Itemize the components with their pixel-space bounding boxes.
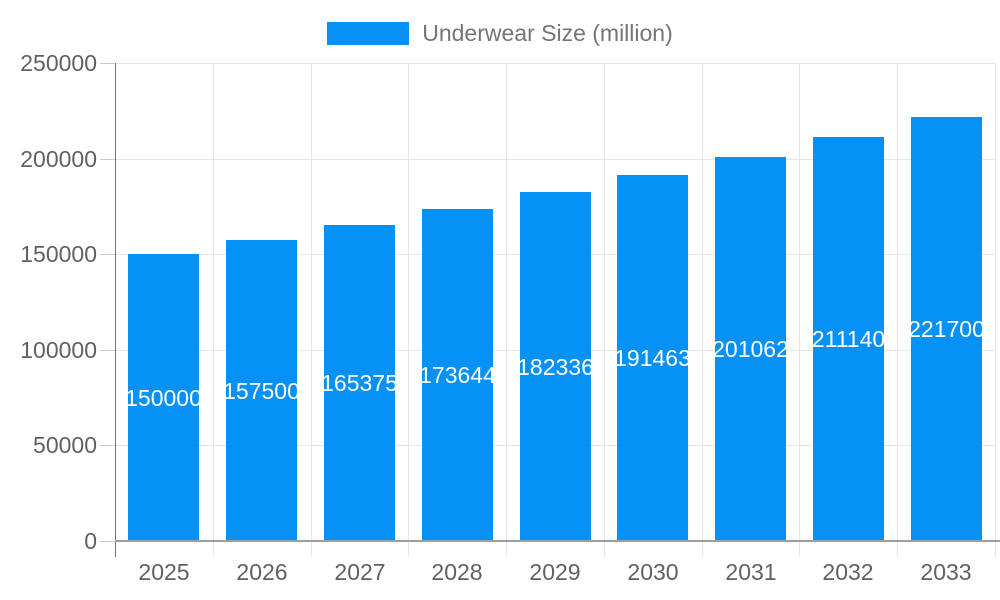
x-axis-baseline xyxy=(115,540,1000,542)
y-axis-tick xyxy=(100,541,115,542)
y-axis-label: 50000 xyxy=(33,432,97,458)
v-gridline xyxy=(604,63,605,541)
bar-value-label: 157500 xyxy=(226,377,297,404)
bar-2025[interactable]: 150000 xyxy=(128,254,199,541)
bar-2032[interactable]: 211140 xyxy=(813,137,884,541)
h-gridline xyxy=(115,159,995,160)
h-gridline xyxy=(115,63,995,64)
legend-swatch xyxy=(327,21,410,45)
v-gridline xyxy=(995,63,996,541)
bar-value-label: 201062 xyxy=(715,336,786,362)
y-axis-label: 200000 xyxy=(20,146,97,172)
x-axis-label: 2025 xyxy=(138,559,190,585)
y-axis-label: 100000 xyxy=(20,337,97,363)
x-axis-label: 2033 xyxy=(920,559,972,585)
bar-2027[interactable]: 165375 xyxy=(324,225,395,541)
x-axis-tick xyxy=(897,541,898,557)
y-axis-tick xyxy=(100,254,115,255)
bar-value-label: 211140 xyxy=(813,326,884,352)
x-axis-tick xyxy=(213,541,214,557)
bar-value-label: 165375 xyxy=(324,370,395,396)
x-axis-label: 2032 xyxy=(822,559,874,585)
y-axis-label: 150000 xyxy=(20,241,97,267)
bar-value-label: 150000 xyxy=(128,384,199,411)
x-axis-tick xyxy=(702,541,703,557)
x-axis-tick xyxy=(506,541,507,557)
legend-label: Underwear Size (million) xyxy=(422,20,673,46)
bar-2030[interactable]: 191463 xyxy=(617,175,688,541)
bar-2028[interactable]: 173644 xyxy=(422,209,493,541)
x-axis-tick xyxy=(311,541,312,557)
bar-2026[interactable]: 157500 xyxy=(226,240,297,541)
x-axis-tick xyxy=(408,541,409,557)
bar-value-label: 191463 xyxy=(617,345,688,371)
bar-2029[interactable]: 182336 xyxy=(520,192,591,541)
y-axis-label: 0 xyxy=(84,528,97,554)
y-axis-tick xyxy=(100,350,115,351)
bar-value-label: 173644 xyxy=(422,362,493,388)
x-axis-label: 2031 xyxy=(725,559,777,585)
x-axis-label: 2026 xyxy=(236,559,288,585)
v-gridline xyxy=(506,63,507,541)
v-gridline xyxy=(897,63,898,541)
bar-value-label: 221700 xyxy=(911,316,982,342)
v-gridline xyxy=(311,63,312,541)
x-axis-label: 2028 xyxy=(431,559,483,585)
bar-2033[interactable]: 221700 xyxy=(911,117,982,541)
y-axis-tick xyxy=(100,63,115,64)
y-axis-label: 250000 xyxy=(20,50,97,76)
x-axis-tick xyxy=(995,541,996,557)
x-axis-label: 2029 xyxy=(529,559,581,585)
y-axis-tick xyxy=(100,159,115,160)
x-axis-label: 2027 xyxy=(334,559,386,585)
v-gridline xyxy=(213,63,214,541)
y-axis-line xyxy=(115,63,116,557)
x-axis-tick xyxy=(799,541,800,557)
v-gridline xyxy=(799,63,800,541)
v-gridline xyxy=(408,63,409,541)
bar-2031[interactable]: 201062 xyxy=(715,157,786,541)
v-gridline xyxy=(702,63,703,541)
y-axis-tick xyxy=(100,445,115,446)
x-axis-tick xyxy=(604,541,605,557)
x-axis-label: 2030 xyxy=(627,559,679,585)
chart-legend[interactable]: Underwear Size (million) xyxy=(0,20,1000,46)
bar-value-label: 182336 xyxy=(520,353,591,380)
